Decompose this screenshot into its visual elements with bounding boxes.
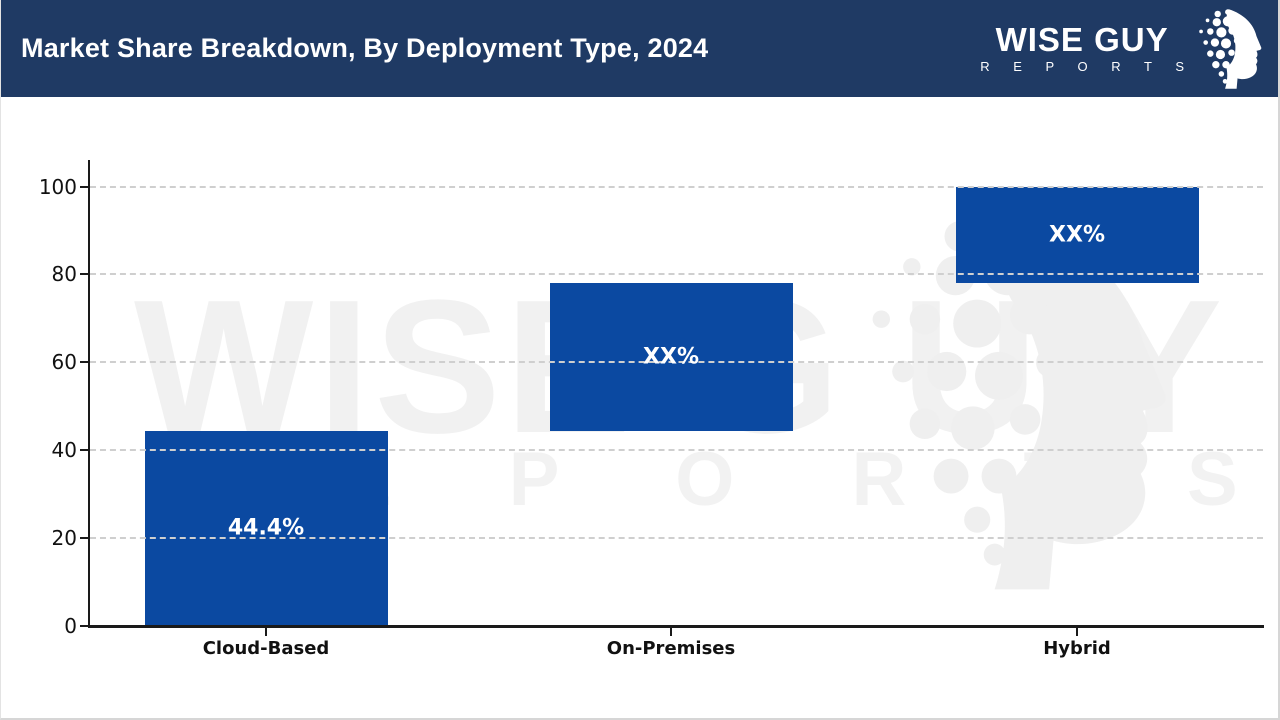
y-tick-mark xyxy=(80,449,88,452)
bar-value-label-cloud-based: 44.4% xyxy=(227,515,305,541)
y-tick-label: 0 xyxy=(64,614,77,638)
x-tick-mark xyxy=(265,628,267,636)
logo-wordmark: WISE GUY R E P O R T S xyxy=(970,20,1194,75)
y-tick-mark xyxy=(80,273,88,276)
value-labels-layer: 44.4% XX% XX% xyxy=(1,97,1278,718)
gridline-60 xyxy=(90,361,1263,364)
y-tick-label: 60 xyxy=(51,350,77,375)
x-axis-line xyxy=(88,625,1264,628)
y-tick-mark xyxy=(80,185,88,188)
bar-value-label-hybrid: XX% xyxy=(1049,222,1105,248)
y-tick-label: 100 xyxy=(38,174,77,199)
gridline-100 xyxy=(90,185,1263,188)
logo-line1: WISE GUY xyxy=(995,20,1169,58)
x-category-label-hybrid: Hybrid xyxy=(1043,638,1111,659)
y-tick-label: 80 xyxy=(51,262,77,287)
chart-area: WISE G U Y R E P O R T S 020406080100Clo… xyxy=(1,97,1278,718)
y-axis-line xyxy=(88,160,90,628)
bar-hybrid xyxy=(955,186,1199,284)
y-tick-mark xyxy=(80,625,88,627)
logo-line2: R E P O R T S xyxy=(980,59,1194,75)
gridline-80 xyxy=(90,273,1263,276)
bar-on-premises xyxy=(549,283,793,431)
y-tick-mark xyxy=(80,537,88,540)
bars-layer xyxy=(1,97,1278,718)
brand-logo: WISE GUY R E P O R T S xyxy=(970,8,1262,89)
x-category-label-on-premises: On-Premises xyxy=(606,638,736,659)
gridline-40 xyxy=(90,449,1263,452)
logo-face-icon xyxy=(1199,8,1262,89)
bar-value-label-on-premises: XX% xyxy=(643,344,699,370)
grid-layer xyxy=(1,97,1278,718)
x-tick-mark xyxy=(1076,628,1078,636)
y-tick-mark xyxy=(80,361,88,364)
y-tick-label: 20 xyxy=(51,526,77,551)
header: Market Share Breakdown, By Deployment Ty… xyxy=(1,0,1278,97)
x-category-label-cloud-based: Cloud-Based xyxy=(202,638,330,659)
x-tick-mark xyxy=(670,628,672,636)
axis-labels-layer: 0 20 40 60 80 100 Cloud-Based On-Premises Hybrid xyxy=(1,97,1278,718)
y-tick-label: 40 xyxy=(51,438,77,463)
gridline-20 xyxy=(90,537,1263,540)
bar-cloud-based xyxy=(144,430,388,626)
page-title: Market Share Breakdown, By Deployment Ty… xyxy=(21,33,709,63)
